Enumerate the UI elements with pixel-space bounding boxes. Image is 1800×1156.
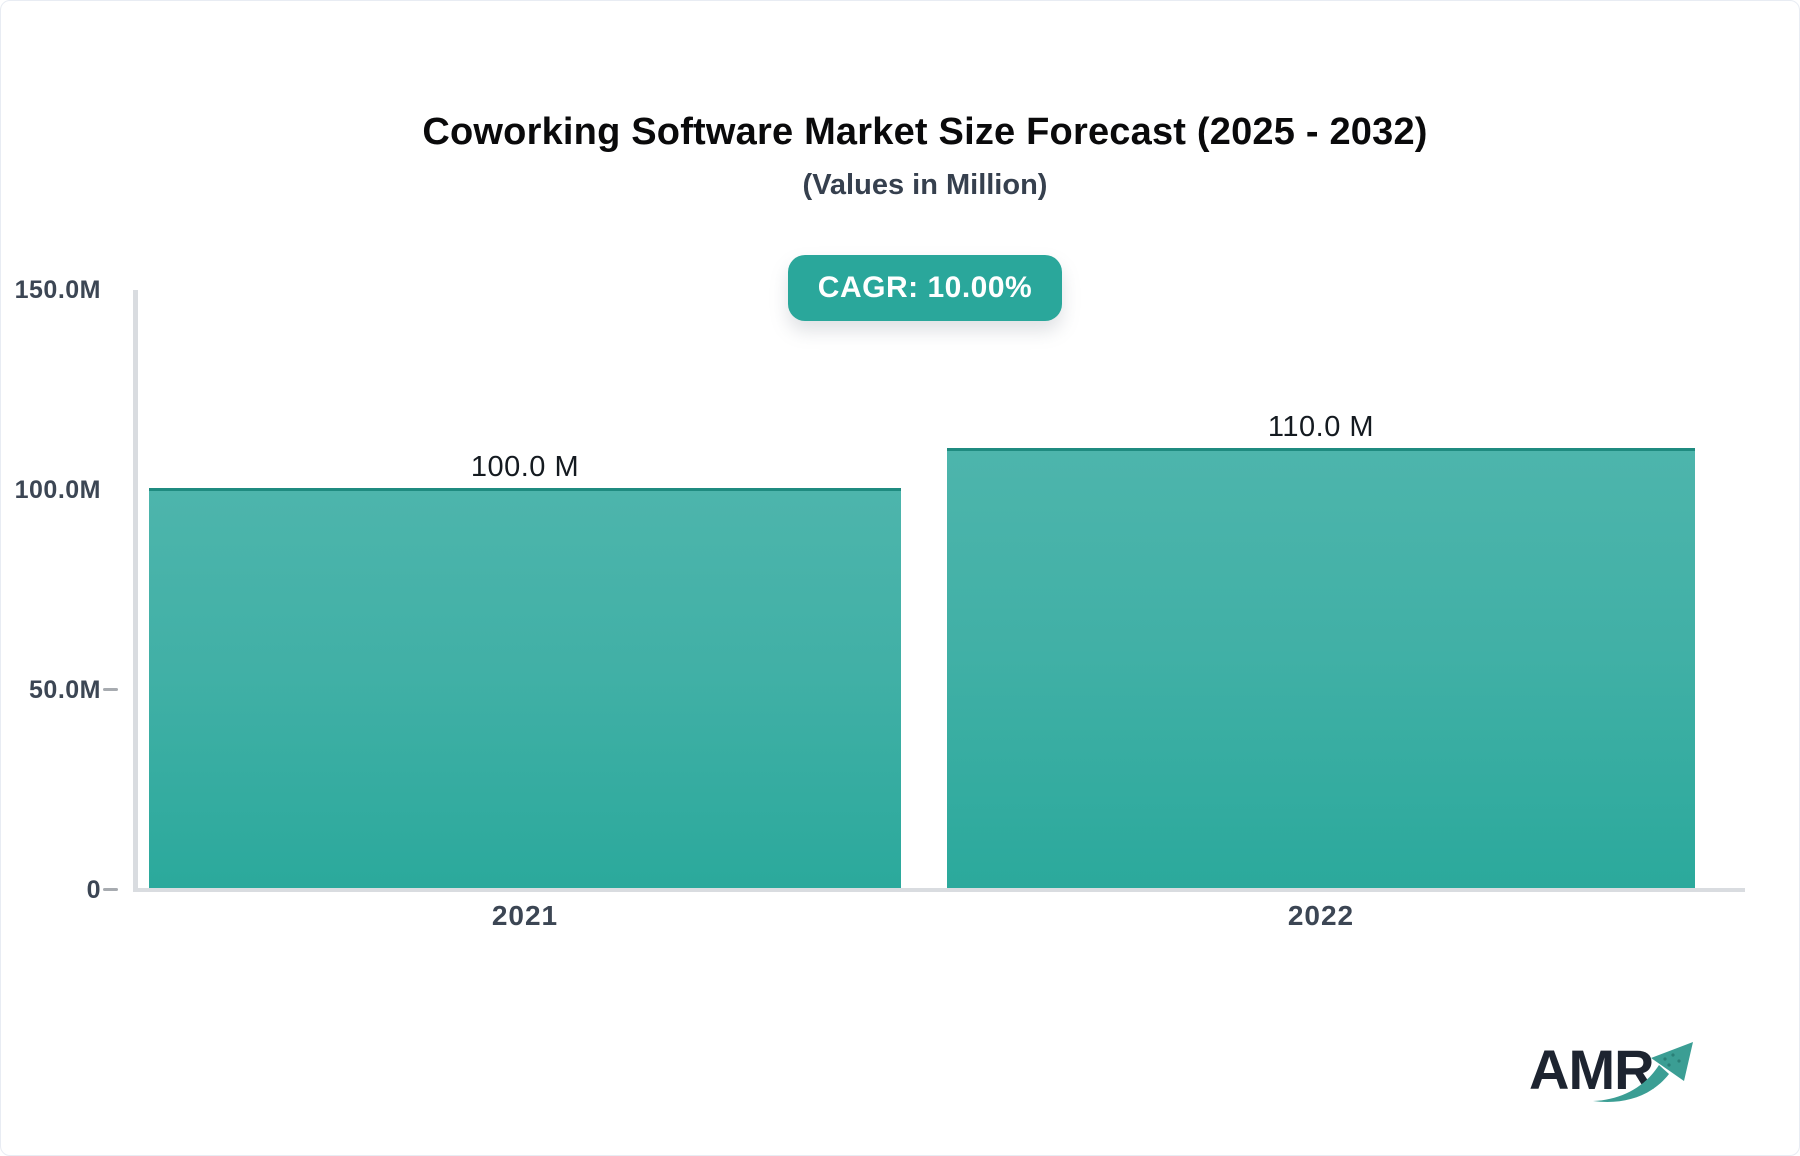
- y-tick-label: 100.0M: [14, 476, 101, 504]
- bar-2021: 100.0 M: [149, 451, 901, 888]
- y-tick-dash: [103, 688, 118, 691]
- cagr-badge: CAGR: 10.00%: [787, 255, 1063, 321]
- x-axis-label-2022: 2022: [1287, 900, 1355, 931]
- chart-title: Coworking Software Market Size Forecast …: [422, 111, 1428, 153]
- chart-subtitle: (Values in Million): [802, 169, 1048, 201]
- y-tick-label: 150.0M: [14, 276, 101, 304]
- y-tick-label: 50.0M: [29, 676, 101, 704]
- x-axis-line: [133, 888, 1745, 892]
- chart-header: Coworking Software Market Size Forecast …: [51, 1, 1799, 321]
- x-axis-label-2021: 2021: [491, 900, 559, 931]
- amr-logo: AMR: [1529, 1033, 1709, 1119]
- y-axis-line: [133, 290, 138, 892]
- trend-up-arrow-icon: [1593, 1042, 1693, 1102]
- bar-value-label: 100.0 M: [470, 451, 580, 483]
- y-tick-dash: [103, 888, 118, 891]
- bar-value-label: 110.0 M: [1267, 411, 1375, 443]
- bar-2022: 110.0 M: [947, 411, 1695, 888]
- y-tick-label: 0: [86, 876, 101, 904]
